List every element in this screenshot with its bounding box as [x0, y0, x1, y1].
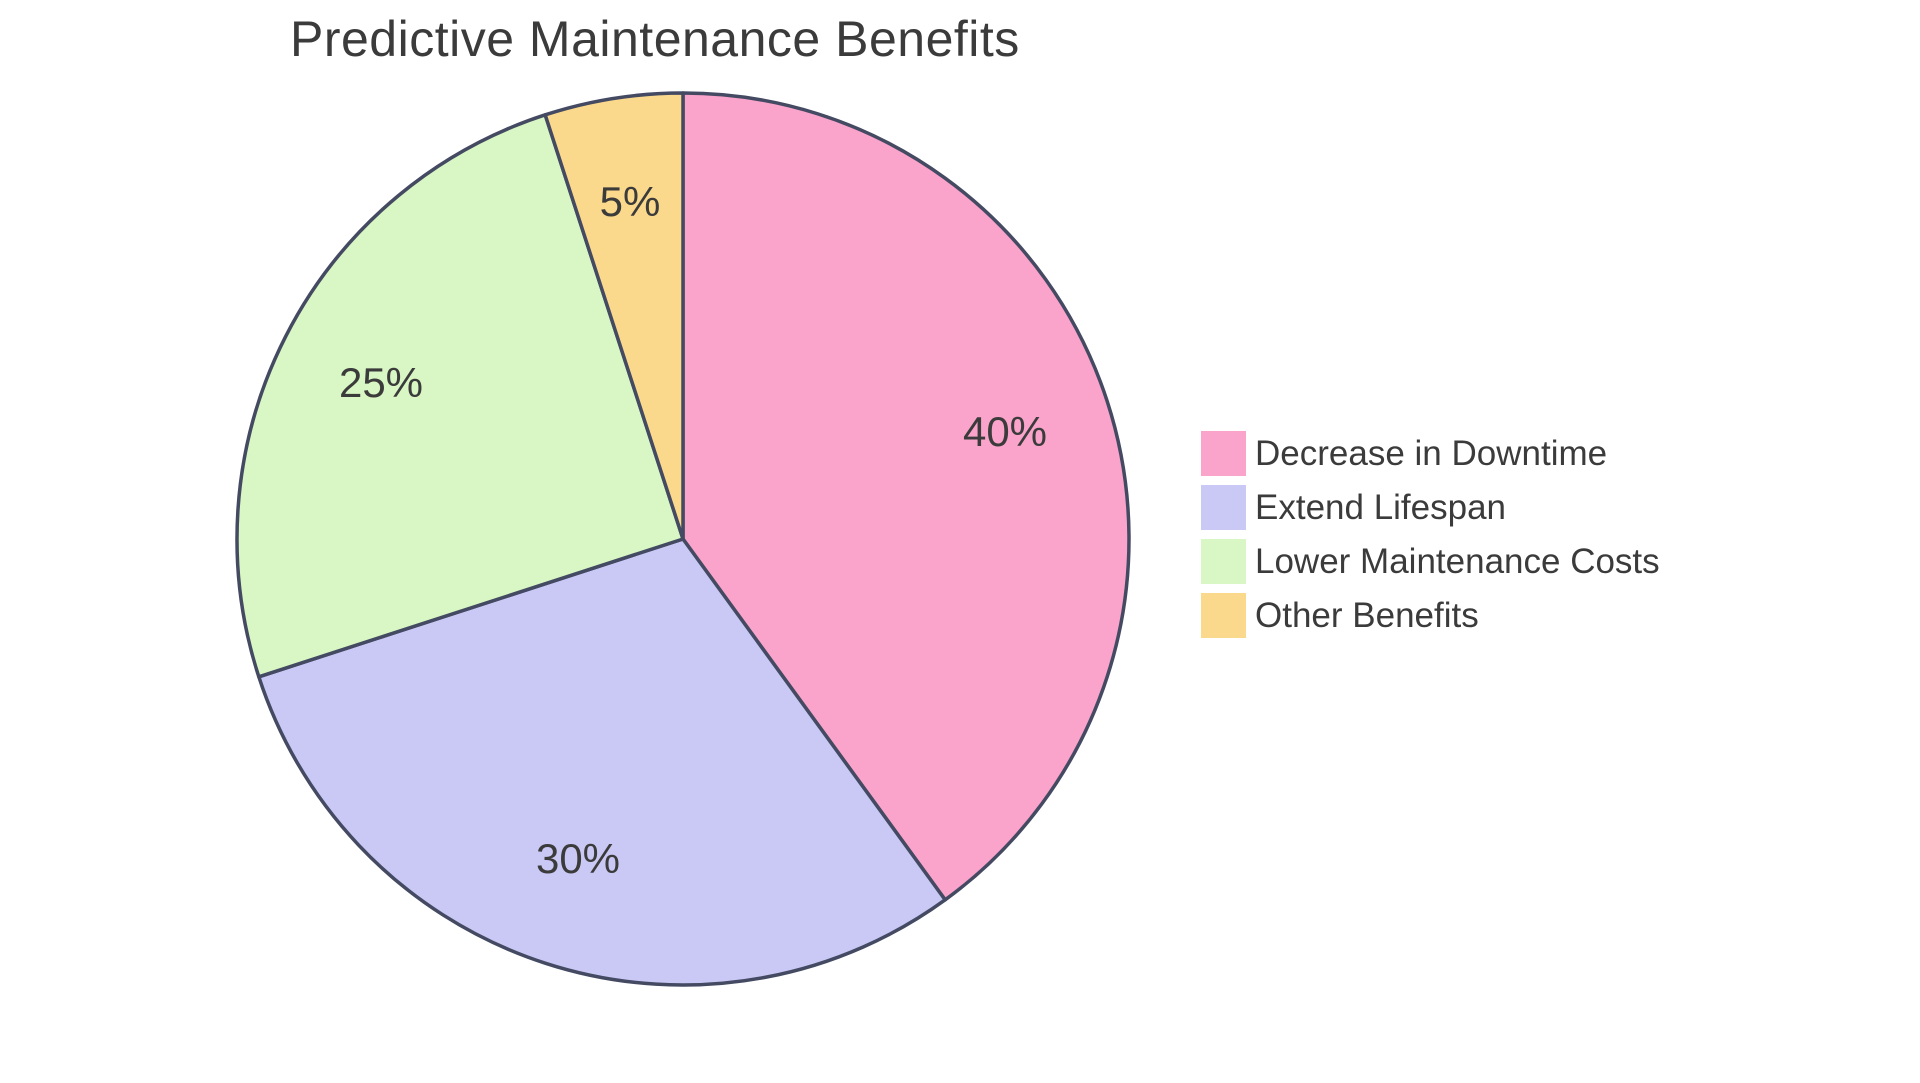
legend-swatch-decrease-in-downtime	[1201, 431, 1246, 476]
legend-item-other-benefits[interactable]: Other Benefits	[1201, 593, 1660, 638]
pie-slice-other-benefits[interactable]	[543, 91, 685, 541]
legend: Decrease in Downtime Extend Lifespan Lower…	[1201, 431, 1660, 638]
slice-label-other-benefits: 5%	[599, 178, 661, 226]
pie-slice-decrease-in-downtime[interactable]	[681, 91, 1131, 902]
legend-label-extend-lifespan: Extend Lifespan	[1255, 488, 1507, 527]
legend-label-other-benefits: Other Benefits	[1255, 596, 1479, 635]
legend-item-decrease-in-downtime[interactable]: Decrease in Downtime	[1201, 431, 1660, 476]
legend-item-lower-maintenance-costs[interactable]: Lower Maintenance Costs	[1201, 539, 1660, 584]
legend-label-lower-maintenance-costs: Lower Maintenance Costs	[1255, 542, 1660, 581]
legend-item-extend-lifespan[interactable]: Extend Lifespan	[1201, 485, 1660, 530]
chart-title: Predictive Maintenance Benefits	[290, 11, 1020, 67]
legend-swatch-lower-maintenance-costs	[1201, 539, 1246, 584]
pie-slice-lower-maintenance-costs[interactable]	[235, 113, 685, 679]
slice-label-extend-lifespan: 30%	[535, 835, 621, 883]
legend-label-decrease-in-downtime: Decrease in Downtime	[1255, 434, 1608, 473]
legend-swatch-extend-lifespan	[1201, 485, 1246, 530]
pie-slice-extend-lifespan[interactable]	[257, 537, 947, 987]
slice-label-decrease-in-downtime: 40%	[962, 408, 1048, 456]
legend-swatch-other-benefits	[1201, 593, 1246, 638]
slice-label-lower-maintenance-costs: 25%	[338, 359, 424, 407]
